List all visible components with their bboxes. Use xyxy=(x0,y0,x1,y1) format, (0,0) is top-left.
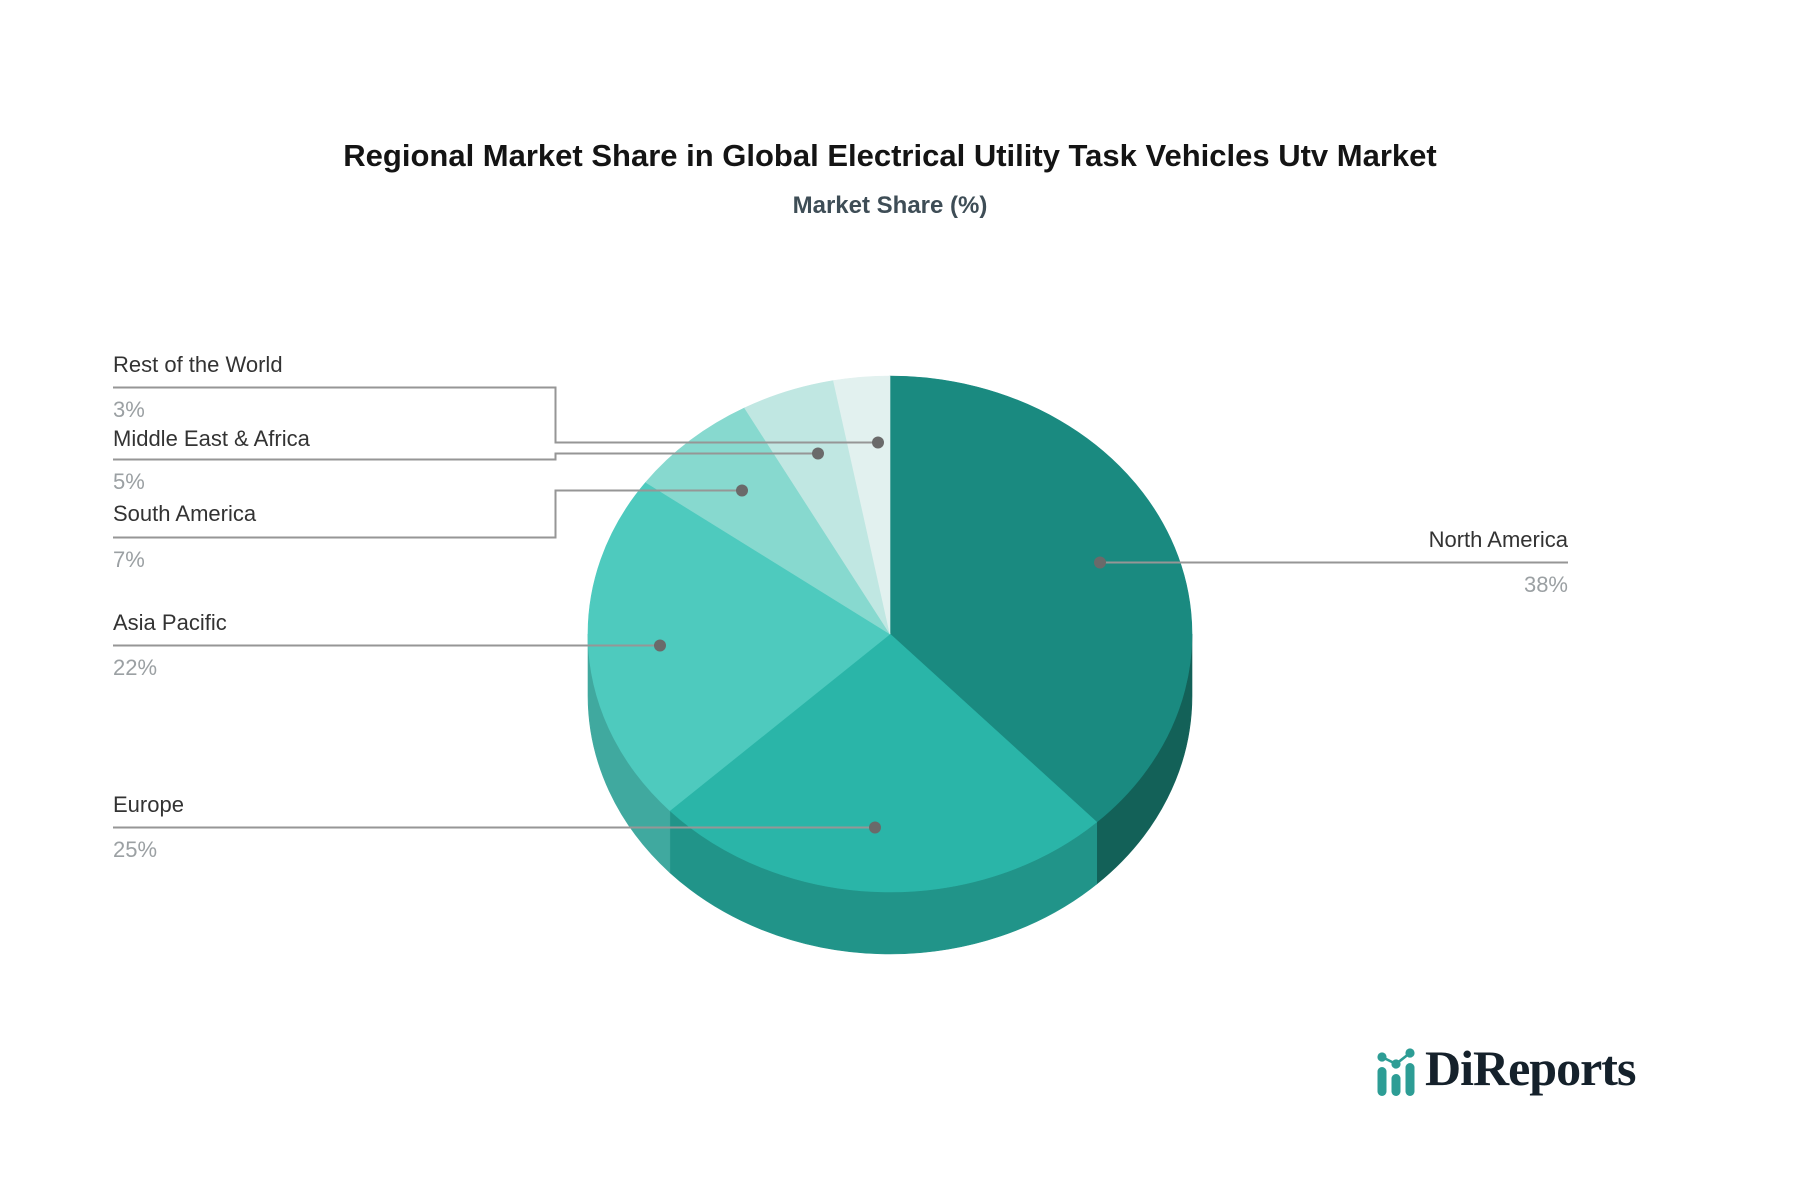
slice-value-north-america: 38% xyxy=(1523,572,1568,597)
logo-text: DiReports xyxy=(1425,1040,1636,1096)
slice-label-europe: Europe xyxy=(113,792,184,817)
callout-dot-rest-of-the-world xyxy=(872,436,884,449)
slice-value-rest-of-the-world: 3% xyxy=(113,397,145,422)
bar-line-chart-icon xyxy=(1377,1048,1415,1096)
slice-label-north-america: North America xyxy=(1428,527,1568,552)
callout-dot-middle-east-africa xyxy=(812,447,824,460)
pie-slices xyxy=(587,375,1193,955)
callout-dot-north-america xyxy=(1094,556,1106,569)
callout-line-south-america xyxy=(113,489,742,539)
pie-slice-north-america[interactable] xyxy=(889,375,1193,823)
chart-title: Regional Market Share in Global Electric… xyxy=(343,138,1437,173)
slice-value-middle-east-africa: 5% xyxy=(113,469,145,494)
slice-label-middle-east-africa: Middle East & Africa xyxy=(113,426,310,451)
pie-slice-asia-pacific[interactable] xyxy=(587,481,891,812)
callout-dot-asia-pacific xyxy=(654,639,666,652)
slice-label-rest-of-the-world: Rest of the World xyxy=(113,352,283,377)
slice-label-asia-pacific: Asia Pacific xyxy=(113,610,227,635)
slice-value-south-america: 7% xyxy=(113,547,145,572)
slice-value-europe: 25% xyxy=(113,837,158,862)
callout-line-rest-of-the-world xyxy=(113,386,878,444)
slice-label-south-america: South America xyxy=(113,501,257,526)
direports-logo: DiReports xyxy=(1374,1034,1636,1098)
slice-value-asia-pacific: 22% xyxy=(113,655,158,680)
callout-lines xyxy=(113,386,1568,834)
chart-subtitle: Market Share (%) xyxy=(792,192,988,219)
callout-line-middle-east-africa xyxy=(113,452,818,461)
callout-dot-south-america xyxy=(736,484,748,497)
pie-slice-south-america[interactable] xyxy=(645,407,891,635)
callout-dot-europe xyxy=(869,821,881,834)
